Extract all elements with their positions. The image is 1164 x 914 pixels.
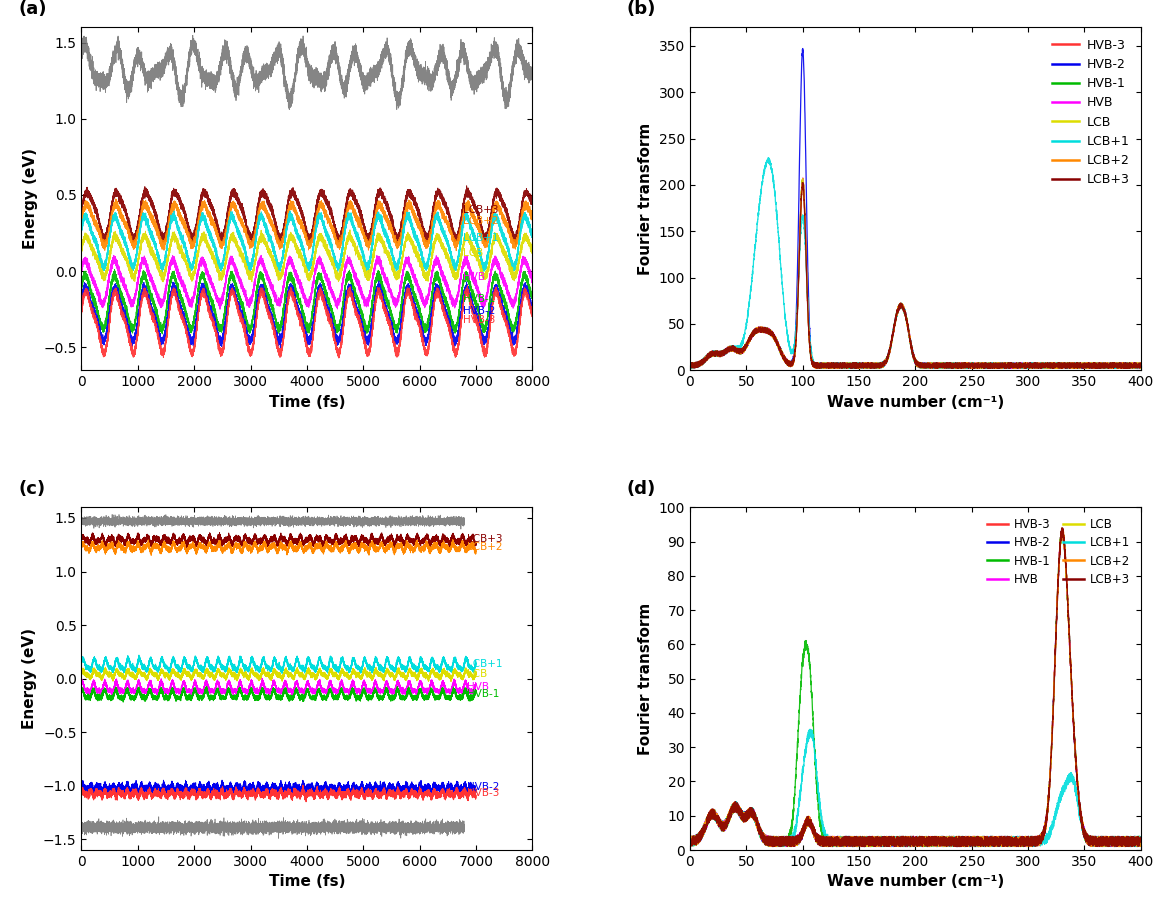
Legend: HVB-3, HVB-2, HVB-1, HVB, LCB, LCB+1, LCB+2, LCB+3: HVB-3, HVB-2, HVB-1, HVB, LCB, LCB+1, LC… [1046,34,1135,191]
X-axis label: Time (fs): Time (fs) [269,395,345,409]
Text: HVB-2: HVB-2 [468,781,499,792]
Y-axis label: Energy (eV): Energy (eV) [22,628,37,729]
Text: LCB: LCB [463,248,484,258]
Text: HVB-3: HVB-3 [468,788,499,798]
Text: HVB-2: HVB-2 [463,306,496,315]
Legend: HVB-3, HVB-2, HVB-1, HVB, LCB, LCB+1, LCB+2, LCB+3: HVB-3, HVB-2, HVB-1, HVB, LCB, LCB+1, LC… [982,513,1135,590]
Text: (a): (a) [19,0,47,17]
Text: LCB: LCB [468,669,488,679]
X-axis label: Wave number (cm⁻¹): Wave number (cm⁻¹) [826,875,1005,889]
Text: HVB-3: HVB-3 [463,315,496,324]
X-axis label: Wave number (cm⁻¹): Wave number (cm⁻¹) [826,395,1005,409]
Text: HVB-1: HVB-1 [463,293,496,303]
Text: LCB+1: LCB+1 [468,659,503,669]
Y-axis label: Energy (eV): Energy (eV) [22,148,37,250]
Text: HVB: HVB [468,682,489,692]
Y-axis label: Fourier transform: Fourier transform [638,122,653,275]
Text: (c): (c) [19,480,45,497]
Text: LCB+1: LCB+1 [463,233,499,242]
Text: HVB: HVB [463,272,485,282]
Text: LCB+2: LCB+2 [468,542,503,552]
Text: LCB+2: LCB+2 [463,216,499,226]
Text: LCB+3: LCB+3 [463,206,499,215]
Text: HVB-1: HVB-1 [468,689,499,699]
Text: (d): (d) [627,480,656,497]
Y-axis label: Fourier transform: Fourier transform [638,602,653,755]
Text: (b): (b) [627,0,656,17]
Text: LCB+3: LCB+3 [468,534,503,544]
X-axis label: Time (fs): Time (fs) [269,875,345,889]
